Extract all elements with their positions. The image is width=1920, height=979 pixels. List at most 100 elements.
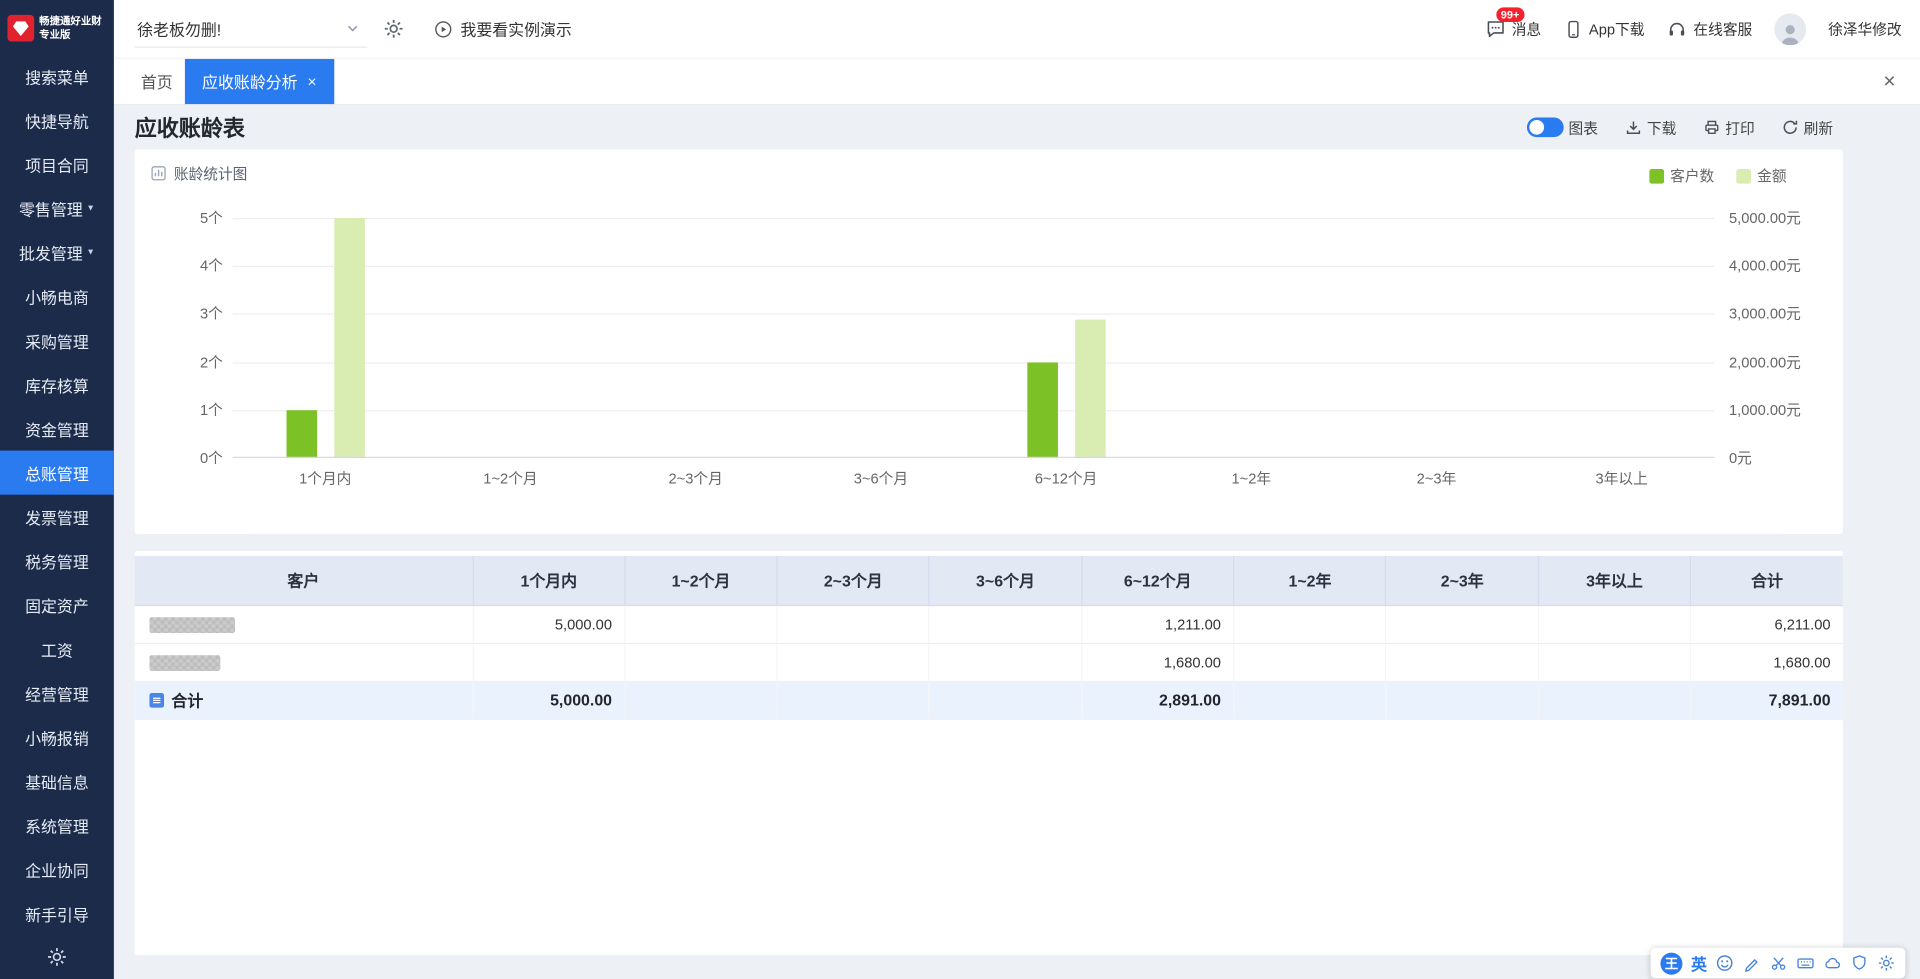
column-header: 3年以上: [1538, 555, 1692, 606]
sidebar-item-tax-mgmt[interactable]: 税务管理: [0, 539, 114, 583]
avatar[interactable]: [1774, 12, 1807, 45]
chart-gridline: [232, 361, 1715, 364]
table-row: 1,680.00 1,680.00: [134, 642, 1843, 682]
sidebar-item-invoice-mgmt[interactable]: 发票管理: [0, 495, 114, 539]
aging-table-card: 客户 1个月内 1~2个月 2~3个月 3~6个月 6~12个月 1~2年 2~3年 3年以上合…: [134, 551, 1843, 956]
amount-cell: [624, 642, 778, 682]
sidebar-item-general-ledger[interactable]: 总账管理: [0, 450, 114, 495]
sidebar-item-basic-info[interactable]: 基础信息: [0, 759, 114, 803]
sidebar-item-xiaochang-ecommerce[interactable]: 小畅电商: [0, 274, 114, 318]
sidebar-item-quick-nav[interactable]: 快捷导航: [0, 98, 114, 142]
ime-settings-icon[interactable]: [1877, 954, 1895, 972]
legend-item[interactable]: 金额: [1736, 165, 1787, 186]
sidebar-item-payroll[interactable]: 工资: [0, 627, 114, 671]
total-table-icon: [149, 692, 165, 708]
sidebar-item-fixed-assets[interactable]: 固定资产: [0, 583, 114, 627]
sidebar-item-xiaochang-expense[interactable]: 小畅报销: [0, 715, 114, 759]
sidebar-item-purchase-mgmt[interactable]: 采购管理: [0, 318, 114, 362]
left-axis-tick: 2个: [199, 353, 223, 371]
column-header: 合计: [1690, 555, 1843, 606]
sidebar-menu: 搜索菜单快捷导航项目合同 零售管理 ▼ 批发管理 ▼ 小畅电商采购管理库存核算 资金管理 总账…: [0, 54, 114, 936]
sidebar-item-operation-mgmt[interactable]: 经营管理: [0, 671, 114, 715]
sidebar-item-label: 快捷导航: [25, 112, 89, 131]
chart-view-toggle-group: 图表: [1526, 117, 1598, 138]
refresh-button[interactable]: 刷新: [1782, 117, 1833, 138]
sidebar-item-retail-mgmt[interactable]: 零售管理 ▼: [0, 186, 114, 230]
user-name[interactable]: 徐泽华修改: [1828, 20, 1902, 38]
print-button[interactable]: 打印: [1703, 117, 1755, 138]
download-icon: [1626, 121, 1641, 134]
page-title: 应收账龄表: [134, 116, 245, 141]
sidebar-item-search-menu[interactable]: 搜索菜单: [0, 54, 114, 98]
topbar-right: 99+ 消息 App下载 在线客服 徐泽华修改: [1485, 7, 1920, 45]
amount-cell: 6,211.00: [1690, 604, 1843, 644]
chart-header: 账龄统计图: [135, 149, 1843, 183]
legend-swatch: [1649, 168, 1665, 184]
left-axis-tick: 3个: [199, 305, 223, 323]
tab-receivable-aging[interactable]: 应收账龄分析 ×: [184, 58, 334, 105]
download-label: 下载: [1646, 119, 1677, 137]
company-settings-button[interactable]: [383, 18, 404, 39]
total-amount-cell: 7,891.00: [1690, 680, 1843, 720]
online-support-button[interactable]: 在线客服: [1666, 18, 1752, 39]
legend-item[interactable]: 客户数: [1649, 165, 1714, 186]
amount-cell: [1233, 642, 1387, 682]
x-axis-label: 1~2个月: [483, 470, 538, 488]
amount-cell: [929, 604, 1083, 644]
sidebar-item-label: 小畅电商: [25, 288, 89, 307]
sidebar-item-enterprise-collab[interactable]: 企业协同: [0, 847, 114, 891]
sidebar-item-label: 税务管理: [25, 552, 89, 572]
column-header: 1~2个月: [624, 555, 778, 606]
sidebar-item-label: 采购管理: [25, 332, 89, 351]
amount-cell: [1233, 604, 1387, 644]
company-select[interactable]: 徐老板勿删!: [134, 10, 368, 48]
sidebar-item-system-mgmt[interactable]: 系统管理: [0, 803, 114, 847]
company-select-value: 徐老板勿删!: [137, 20, 222, 39]
sidebar-item-label: 发票管理: [25, 508, 89, 528]
sidebar-item-funds-mgmt[interactable]: 资金管理: [0, 407, 114, 451]
x-axis-label: 6~12个月: [1034, 470, 1098, 488]
ime-cloud-icon[interactable]: [1823, 954, 1841, 972]
sidebar-item-project-contract[interactable]: 项目合同: [0, 142, 114, 186]
ime-handwriting-icon[interactable]: [1742, 954, 1760, 972]
total-row: 合计 5,000.00 2,891.00 7,891.00: [134, 680, 1843, 720]
left-axis-tick: 5个: [199, 209, 223, 227]
sidebar: 畅捷通好业财 专业版 搜索菜单 快捷导航 项目合同 零售管理 ▼ 批发管理 ▼ 小畅电商 采购管…: [0, 0, 114, 979]
ime-logo-button[interactable]: 王: [1660, 952, 1683, 975]
messages-button[interactable]: 99+ 消息: [1485, 7, 1541, 39]
ime-screenshot-icon[interactable]: [1769, 954, 1787, 972]
ime-keyboard-icon[interactable]: [1796, 954, 1814, 972]
column-header: 3~6个月: [929, 555, 1083, 606]
ime-tools: [1716, 954, 1896, 972]
page-head: 应收账龄表 图表 下载 打印: [114, 105, 1920, 149]
close-all-tabs-button[interactable]: ×: [1883, 69, 1896, 94]
amount-cell: [777, 604, 930, 644]
amount-cell: 1,680.00: [1690, 642, 1843, 682]
messages-badge: 99+: [1495, 7, 1525, 23]
redacted-block: [149, 654, 221, 671]
tab-close-icon[interactable]: ×: [307, 72, 317, 91]
tabbar: 首页 应收账龄分析 × ×: [113, 58, 1920, 106]
ime-language-toggle[interactable]: 英: [1691, 955, 1707, 974]
ime-skin-icon[interactable]: [1850, 954, 1868, 972]
tab-home[interactable]: 首页: [129, 59, 185, 104]
download-button[interactable]: 下载: [1625, 117, 1676, 138]
chart-view-toggle[interactable]: [1526, 117, 1564, 138]
topbar: 徐老板勿删! 我要看实例演示 99+ 消息 App下载: [113, 0, 1920, 59]
right-axis-tick: 1,000.00元: [1728, 401, 1801, 419]
ime-emoji-icon[interactable]: [1716, 954, 1734, 972]
sidebar-item-inventory-accounting[interactable]: 库存核算: [0, 362, 114, 406]
total-label: 合计: [171, 691, 204, 711]
demo-link[interactable]: 我要看实例演示: [433, 17, 572, 40]
chart-title: 账龄统计图: [173, 165, 248, 183]
sidebar-item-beginner-guide[interactable]: 新手引导: [0, 891, 114, 935]
total-amount-cell: [929, 680, 1083, 720]
sidebar-settings-button[interactable]: [0, 947, 114, 968]
x-axis-label: 1~2年: [1231, 470, 1272, 488]
app-download-button[interactable]: App下载: [1563, 18, 1644, 39]
x-axis-label: 2~3年: [1416, 470, 1457, 488]
chart-gridline: [232, 217, 1715, 220]
brand-logo-icon: [7, 14, 35, 42]
sidebar-item-wholesale-mgmt[interactable]: 批发管理 ▼: [0, 230, 114, 274]
